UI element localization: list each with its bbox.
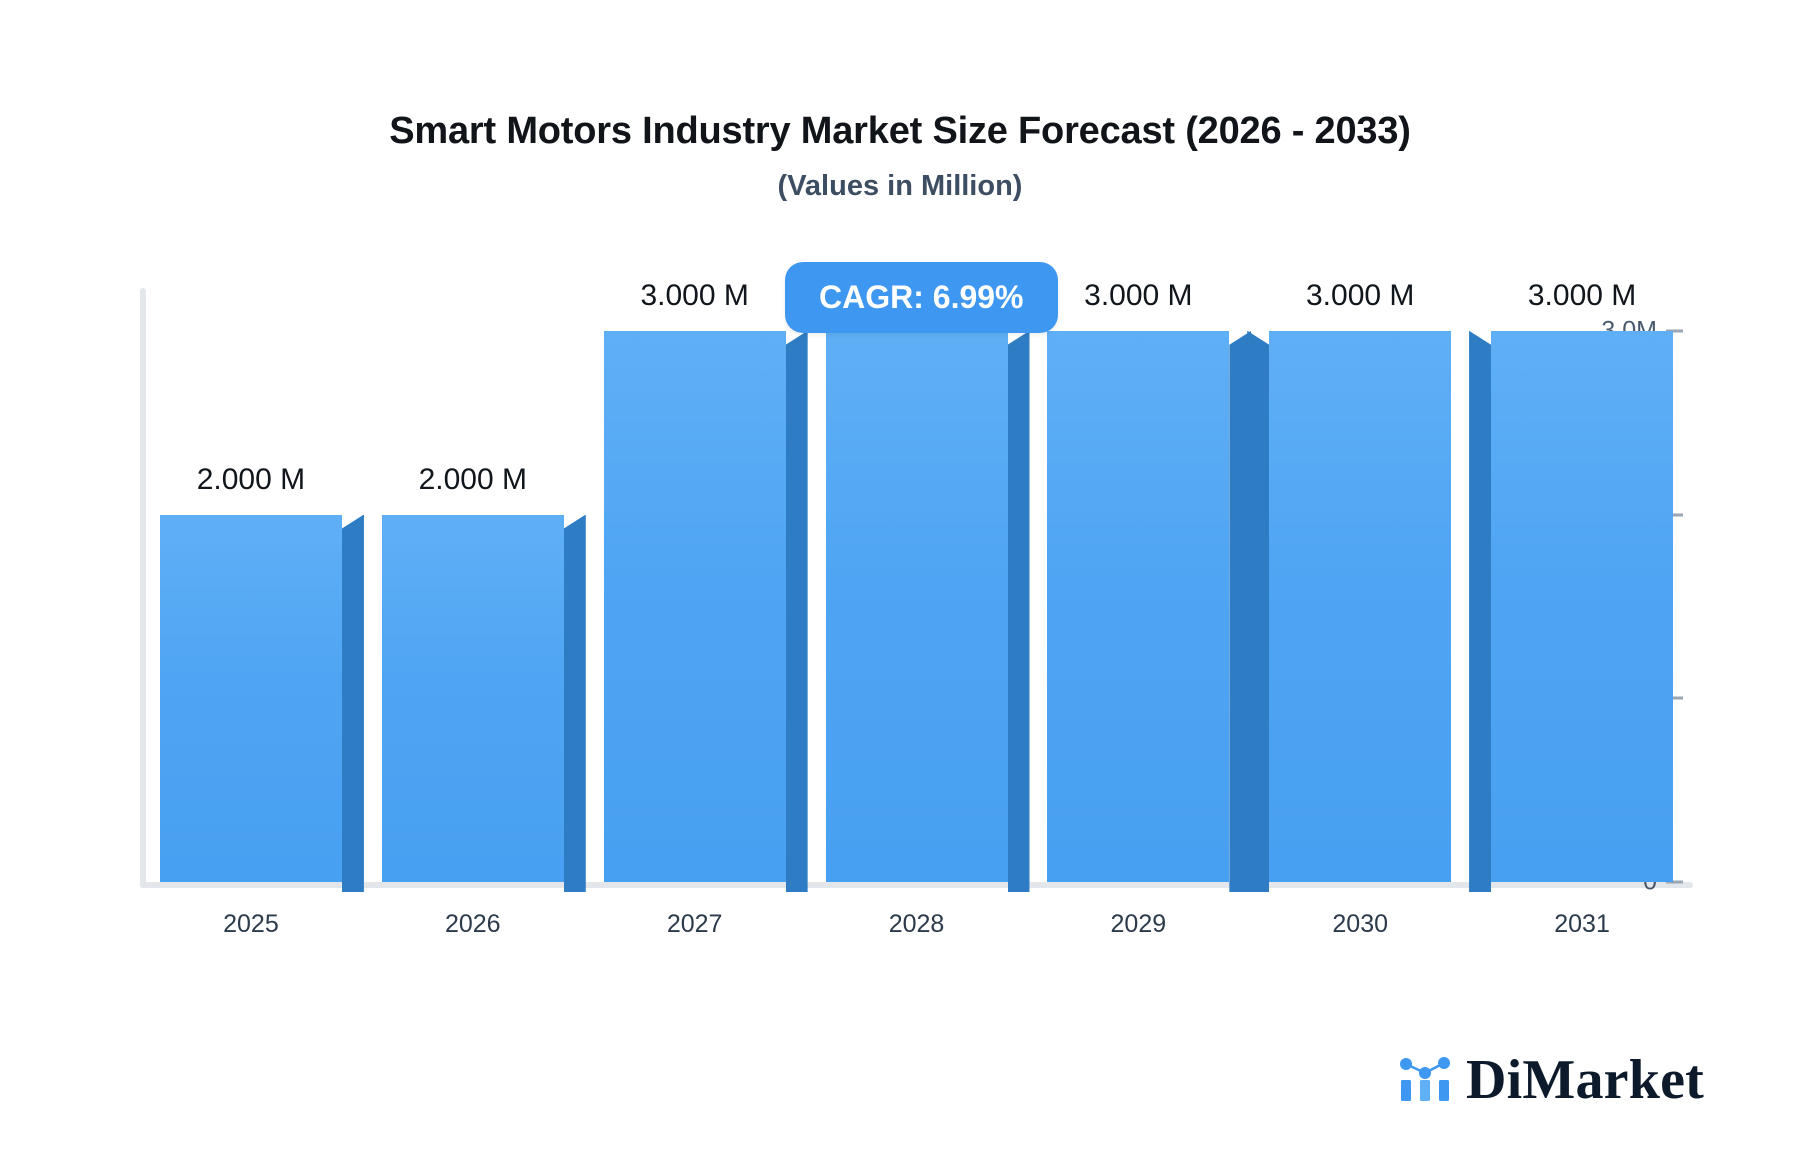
cagr-badge: CAGR: 6.99% [785, 262, 1058, 333]
bar-value-label: 2.000 M [418, 462, 527, 496]
y-axis-tick-mark [1666, 329, 1683, 333]
chart-title-block: Smart Motors Industry Market Size Foreca… [0, 110, 1800, 203]
bar-3d-side [563, 514, 586, 892]
bar-3d-side [1247, 330, 1270, 892]
bar-3d-side [1007, 330, 1030, 892]
x-axis-label-2026: 2026 [444, 910, 501, 938]
x-axis-label-2029: 2029 [1110, 910, 1167, 938]
x-axis-line [140, 882, 1693, 888]
bar-3d-side [1229, 330, 1252, 892]
bar-3d-side [341, 514, 364, 892]
x-axis-label-2031: 2031 [1554, 910, 1610, 938]
bar-face [1491, 330, 1674, 882]
x-axis-label-2028: 2028 [888, 910, 945, 938]
x-axis-label-2027: 2027 [666, 910, 723, 938]
plot-area: 3.0M2.0M1.0M0 2.000 M2.000 M3.000 M3.000… [140, 279, 1693, 938]
bar-face [1047, 330, 1230, 882]
bar-value-label: 3.000 M [1084, 278, 1193, 312]
bar-chart-trend-icon [1398, 1054, 1452, 1107]
y-axis-tick-mark [1666, 880, 1683, 884]
bar-2027[interactable] [603, 330, 808, 892]
bar-face [603, 330, 786, 882]
x-axis-label-2030: 2030 [1332, 910, 1389, 938]
bar-value-label: 3.000 M [1306, 278, 1415, 312]
bar-3d-side [1469, 330, 1492, 892]
bar-face [381, 514, 564, 882]
bar-3d-side [785, 330, 808, 892]
bar-value-label: 3.000 M [1527, 278, 1637, 312]
page-title: Smart Motors Industry Market Size Foreca… [389, 110, 1411, 152]
bar-2031[interactable] [1469, 330, 1674, 892]
chart-subtitle: (Values in Million) [777, 169, 1023, 202]
y-axis-tick-mark [1666, 513, 1683, 516]
bar-2030[interactable] [1247, 330, 1452, 892]
bar-face [825, 330, 1008, 882]
bar-2029[interactable] [1047, 330, 1252, 892]
logo-wordmark: DiMarket [1466, 1049, 1704, 1111]
y-axis-line [140, 288, 146, 888]
x-axis-label-2025: 2025 [223, 910, 279, 938]
bar-face [159, 514, 342, 882]
bar-2028[interactable] [825, 330, 1030, 892]
bar-2025[interactable] [159, 514, 364, 892]
bar-value-label: 3.000 M [640, 278, 749, 312]
bar-face [1269, 330, 1452, 882]
bar-2026[interactable] [381, 514, 586, 892]
brand-logo: DiMarket [1398, 1052, 1704, 1108]
bar-value-label: 2.000 M [196, 462, 306, 496]
y-axis-tick-mark [1666, 696, 1683, 700]
